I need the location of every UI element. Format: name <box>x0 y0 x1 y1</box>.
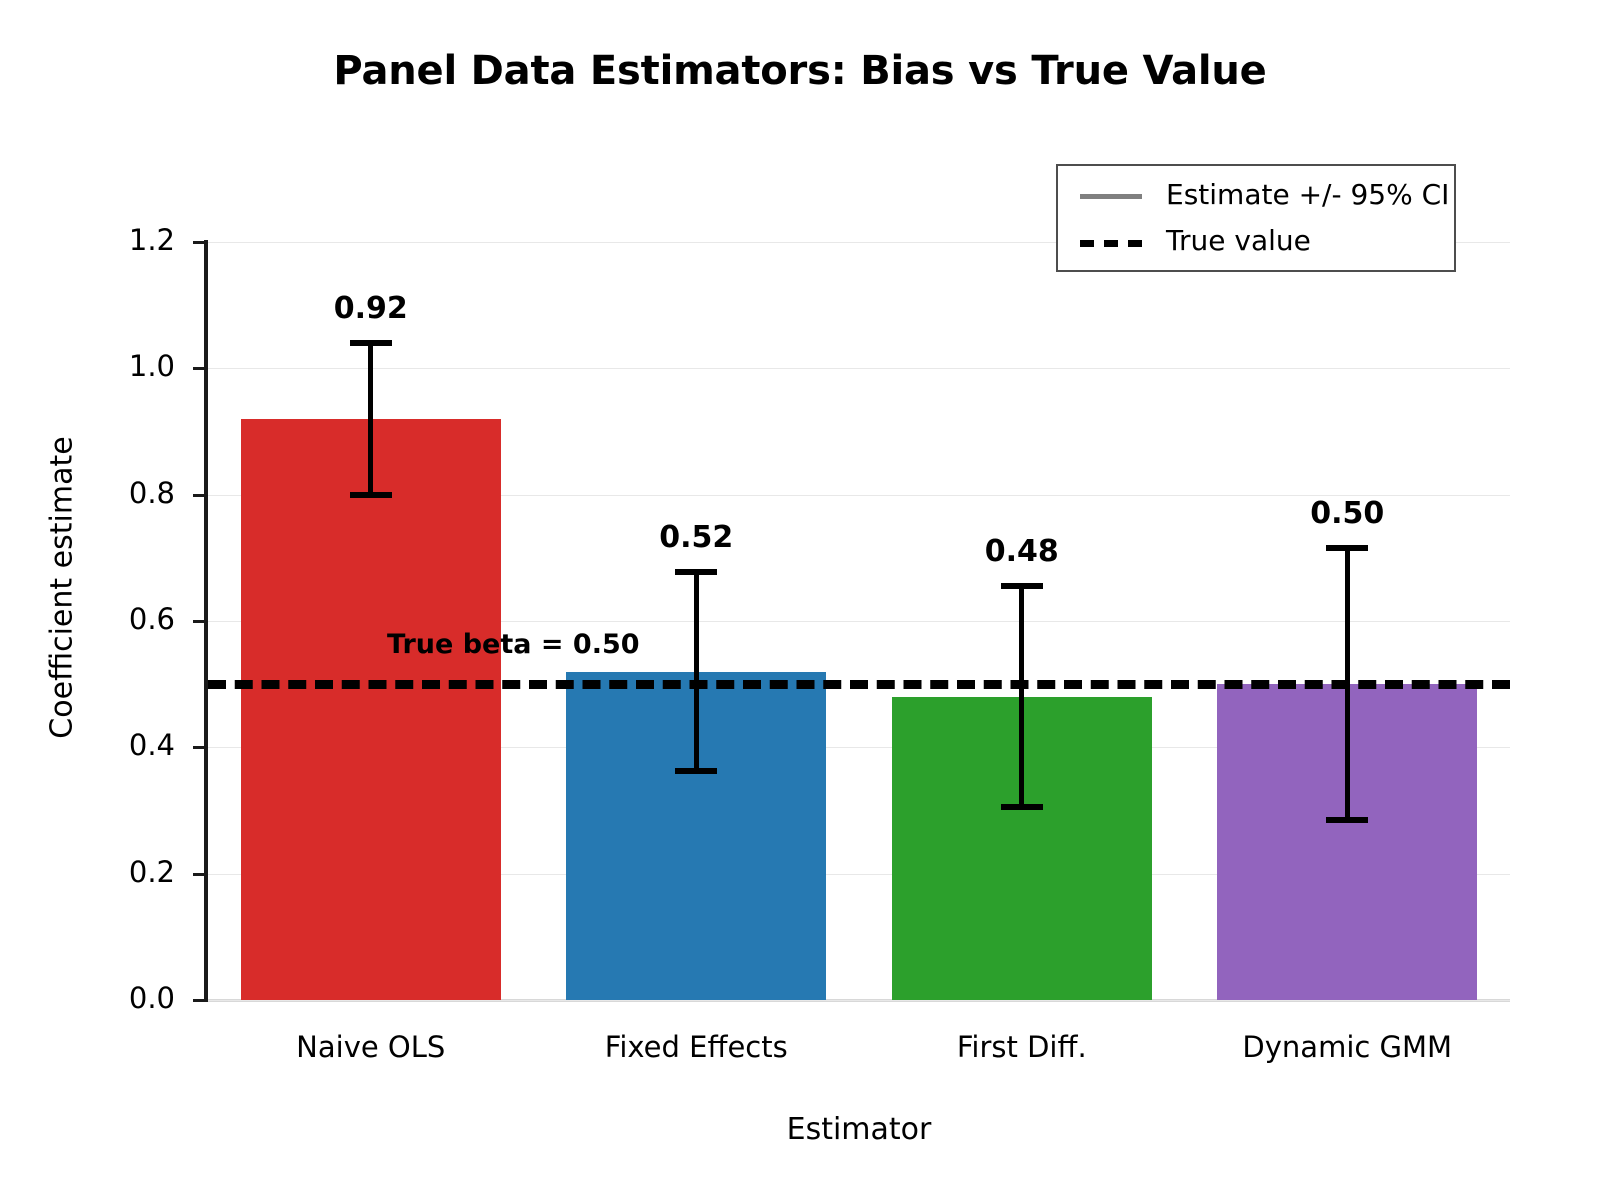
plot-area: True beta = 0.50 0.92 0.52 0.48 0.50 <box>208 242 1510 1001</box>
x-tick-label: First Diff. <box>956 1030 1087 1064</box>
error-bar-cap-lower <box>349 491 392 498</box>
error-bar-cap-lower <box>675 767 718 774</box>
y-tick-label: 0.6 <box>128 602 175 636</box>
bar-value-label: 0.52 <box>659 520 734 556</box>
y-tick-mark <box>193 999 205 1002</box>
chart-title: Panel Data Estimators: Bias vs True Valu… <box>333 48 1267 94</box>
error-bar-cap-upper <box>1000 583 1043 590</box>
y-axis-spine <box>204 240 208 1002</box>
x-tick-label: Fixed Effects <box>604 1030 788 1064</box>
legend-item-label: Estimate +/- 95% CI <box>1166 178 1450 211</box>
chart-legend[interactable]: Estimate +/- 95% CI True value <box>1056 164 1456 272</box>
legend-item-label: True value <box>1166 224 1311 257</box>
bar-value-label: 0.48 <box>984 534 1059 570</box>
y-axis-label: Coefficient estimate <box>44 436 80 739</box>
error-bar-cap-upper <box>349 340 392 347</box>
y-tick-label: 0.4 <box>128 728 175 763</box>
error-bar-cap-lower <box>1000 804 1043 811</box>
x-tick-label: Dynamic GMM <box>1242 1030 1453 1064</box>
legend-solid-line-icon <box>1080 194 1142 199</box>
error-bar-cap-upper <box>675 569 718 576</box>
y-tick-mark <box>193 620 205 623</box>
gridline <box>208 242 1510 243</box>
bar-value-label: 0.92 <box>333 291 408 327</box>
x-axis-label: Estimator <box>786 1112 932 1147</box>
legend-dashed-line-icon <box>1080 240 1142 247</box>
y-tick-label: 1.0 <box>128 349 175 384</box>
gridline <box>208 873 1510 875</box>
y-tick-mark <box>193 367 205 371</box>
y-tick-mark <box>193 872 205 876</box>
gridline <box>208 1000 1510 1001</box>
true-beta-annotation: True beta = 0.50 <box>387 629 640 661</box>
y-tick-label: 1.2 <box>128 223 175 257</box>
x-tick-label: Naive OLS <box>296 1030 446 1064</box>
error-bar-cap-upper <box>1326 545 1369 552</box>
bar[interactable] <box>240 418 501 1000</box>
true-value-reference-line <box>208 680 1510 690</box>
error-bar-line <box>1019 586 1025 808</box>
y-tick-label: 0.0 <box>128 981 175 1015</box>
y-tick-label: 0.8 <box>128 475 175 510</box>
gridline <box>208 494 1510 496</box>
gridline <box>208 747 1510 749</box>
legend-item-true-value[interactable]: True value <box>1058 220 1454 264</box>
gridline <box>208 368 1510 370</box>
legend-item-estimate-ci[interactable]: Estimate +/- 95% CI <box>1058 174 1454 218</box>
error-bar-line <box>368 343 374 495</box>
y-tick-mark <box>193 746 205 750</box>
y-tick-mark <box>193 241 205 244</box>
y-tick-label: 0.2 <box>128 854 175 889</box>
error-bar-line <box>693 572 699 771</box>
gridline <box>208 621 1510 622</box>
bar-value-label: 0.50 <box>1310 496 1385 532</box>
y-tick-mark <box>193 493 205 497</box>
error-bar-cap-lower <box>1326 816 1369 823</box>
